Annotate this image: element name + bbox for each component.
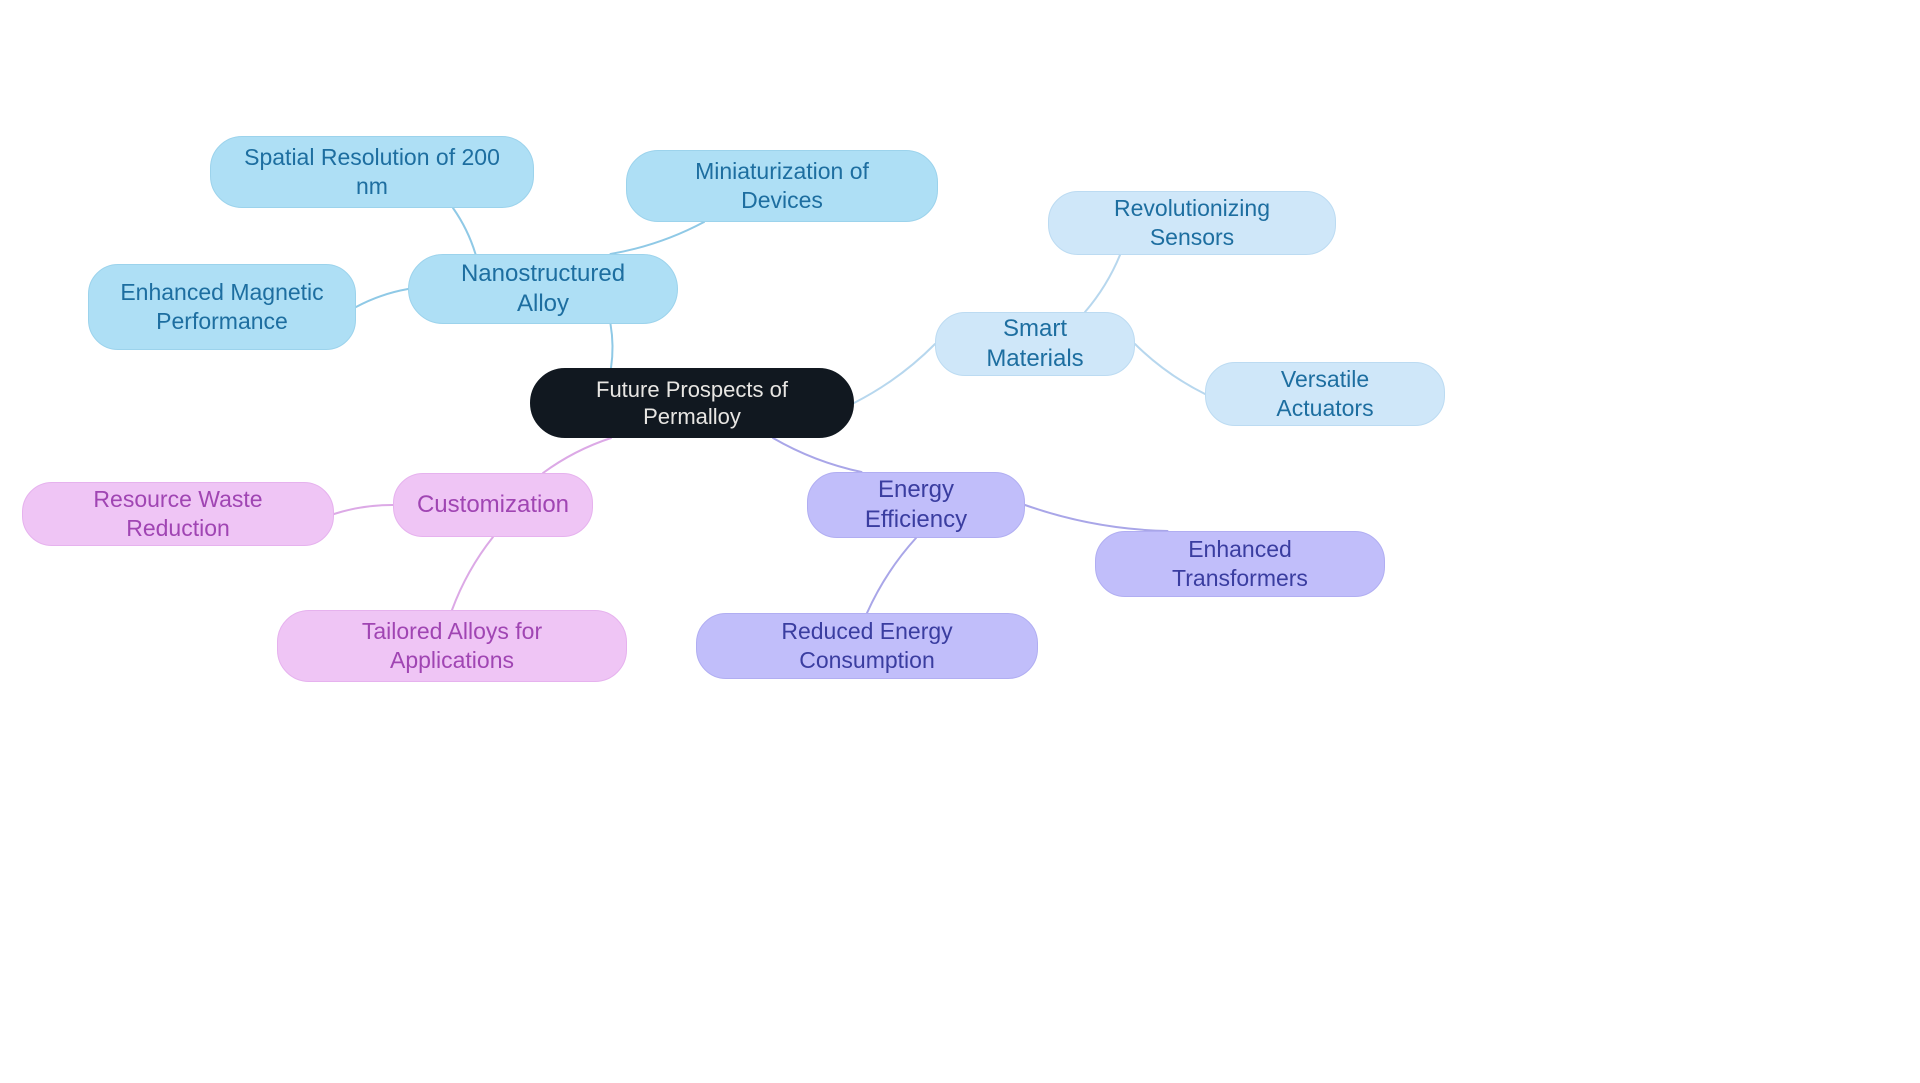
edge-root-custom: [543, 438, 611, 473]
node-mini: Miniaturization of Devices: [626, 150, 938, 222]
edge-smart-vers: [1135, 344, 1205, 394]
node-smart: Smart Materials: [935, 312, 1135, 376]
node-nano: Nanostructured Alloy: [408, 254, 678, 324]
node-label: Tailored Alloys for Applications: [306, 617, 598, 675]
edge-root-nano: [611, 324, 613, 368]
node-tailored: Tailored Alloys for Applications: [277, 610, 627, 682]
node-label: Enhanced Magnetic Performance: [120, 278, 323, 336]
node-label: Smart Materials: [964, 314, 1106, 374]
node-vers: Versatile Actuators: [1205, 362, 1445, 426]
edge-custom-reswaste: [334, 505, 393, 514]
node-root: Future Prospects of Permalloy: [530, 368, 854, 438]
node-label: Revolutionizing Sensors: [1077, 194, 1307, 252]
node-label: Enhanced Transformers: [1124, 535, 1356, 593]
edge-nano-spatial: [453, 208, 476, 254]
node-label: Nanostructured Alloy: [437, 259, 649, 319]
node-label: Reduced Energy Consumption: [725, 617, 1009, 675]
node-custom: Customization: [393, 473, 593, 537]
node-label: Energy Efficiency: [836, 475, 996, 535]
edge-custom-tailored: [452, 537, 493, 610]
node-enhtrans: Enhanced Transformers: [1095, 531, 1385, 597]
node-label: Miniaturization of Devices: [655, 157, 909, 215]
edge-energy-enhtrans: [1025, 505, 1168, 531]
node-label: Resource Waste Reduction: [51, 485, 305, 543]
node-redenergy: Reduced Energy Consumption: [696, 613, 1038, 679]
edge-root-smart: [854, 344, 935, 403]
node-reswaste: Resource Waste Reduction: [22, 482, 334, 546]
node-label: Spatial Resolution of 200 nm: [239, 143, 505, 201]
edge-root-energy: [773, 438, 862, 472]
node-spatial: Spatial Resolution of 200 nm: [210, 136, 534, 208]
edge-nano-enhmag: [356, 289, 408, 307]
node-label: Future Prospects of Permalloy: [559, 376, 825, 431]
node-label: Customization: [417, 490, 569, 520]
mindmap-canvas: Future Prospects of Permalloy Nanostructu…: [0, 0, 1920, 1083]
node-revsens: Revolutionizing Sensors: [1048, 191, 1336, 255]
node-energy: Energy Efficiency: [807, 472, 1025, 538]
node-label: Versatile Actuators: [1234, 365, 1416, 423]
edge-energy-redenergy: [867, 538, 916, 613]
node-enhmag: Enhanced Magnetic Performance: [88, 264, 356, 350]
edge-nano-mini: [611, 222, 705, 254]
edge-smart-revsens: [1085, 255, 1120, 312]
